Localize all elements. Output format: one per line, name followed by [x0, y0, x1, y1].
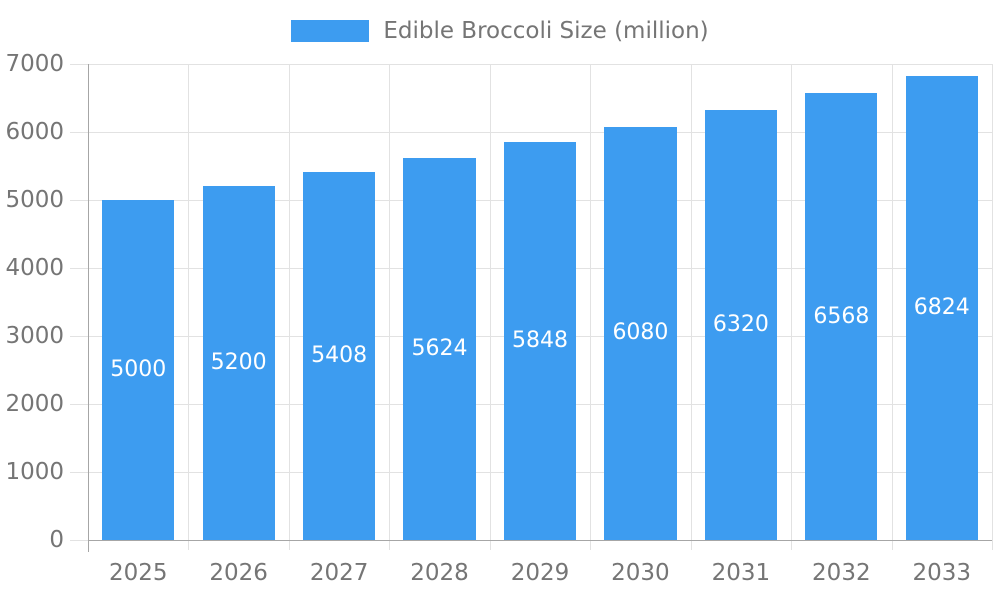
x-axis-tick-label: 2033: [912, 560, 972, 586]
x-axis-tick-label: 2026: [209, 560, 268, 586]
legend-item[interactable]: Edible Broccoli Size (million): [291, 18, 709, 44]
y-axis-tick-label: 7000: [5, 51, 64, 77]
gridline-vertical: [288, 64, 290, 550]
bar-value-label: 6080: [612, 320, 669, 346]
legend: Edible Broccoli Size (million): [0, 18, 1000, 44]
bar[interactable]: [604, 126, 677, 540]
x-axis-tick-label: 2029: [510, 560, 570, 586]
y-axis-tick-label: 3000: [5, 323, 64, 349]
bar[interactable]: [102, 200, 175, 540]
gridline-vertical: [590, 64, 592, 550]
bar-value-label: 6568: [813, 303, 870, 329]
bar-value-label: 5200: [210, 350, 267, 376]
y-axis-tick-label: 4000: [5, 255, 64, 281]
bar[interactable]: [905, 75, 978, 540]
x-axis-tick-label: 2031: [711, 560, 771, 586]
x-axis-tick-label: 2025: [108, 560, 168, 586]
gridline-vertical: [992, 64, 993, 550]
x-axis-tick-label: 2027: [309, 560, 369, 586]
gridline-horizontal: [70, 64, 992, 65]
x-axis-line: [88, 540, 992, 541]
gridline-vertical: [791, 64, 793, 550]
y-axis-line: [88, 64, 89, 552]
bar[interactable]: [202, 186, 275, 540]
y-axis-tick-label: 5000: [5, 187, 64, 213]
bar-value-label: 6824: [913, 294, 970, 320]
bar[interactable]: [805, 93, 878, 540]
bar[interactable]: [302, 172, 376, 540]
bar[interactable]: [503, 142, 577, 540]
gridline-vertical: [891, 64, 893, 550]
bar-value-label: 5624: [411, 335, 468, 361]
x-axis-tick-label: 2030: [611, 560, 670, 586]
bar[interactable]: [403, 157, 476, 540]
bar-value-label: 5408: [311, 343, 368, 369]
x-axis-tick-label: 2028: [410, 560, 469, 586]
x-axis-tick-label: 2032: [812, 560, 871, 586]
y-axis-tick-label: 1000: [5, 459, 64, 485]
legend-swatch: [291, 20, 370, 42]
bar[interactable]: [704, 110, 778, 540]
y-axis-tick-label: 0: [49, 527, 64, 553]
gridline-vertical: [489, 64, 491, 550]
gridline-vertical: [690, 64, 692, 550]
gridline-vertical: [188, 64, 190, 550]
bar-value-label: 6320: [712, 312, 769, 338]
bar-value-label: 5848: [511, 328, 568, 354]
bar-value-label: 5000: [110, 357, 167, 382]
y-axis-tick-label: 2000: [5, 391, 64, 417]
y-axis-tick-label: 6000: [5, 119, 64, 145]
legend-label: Edible Broccoli Size (million): [383, 18, 709, 44]
gridline-vertical: [389, 64, 391, 550]
gridline-horizontal: [70, 132, 992, 133]
